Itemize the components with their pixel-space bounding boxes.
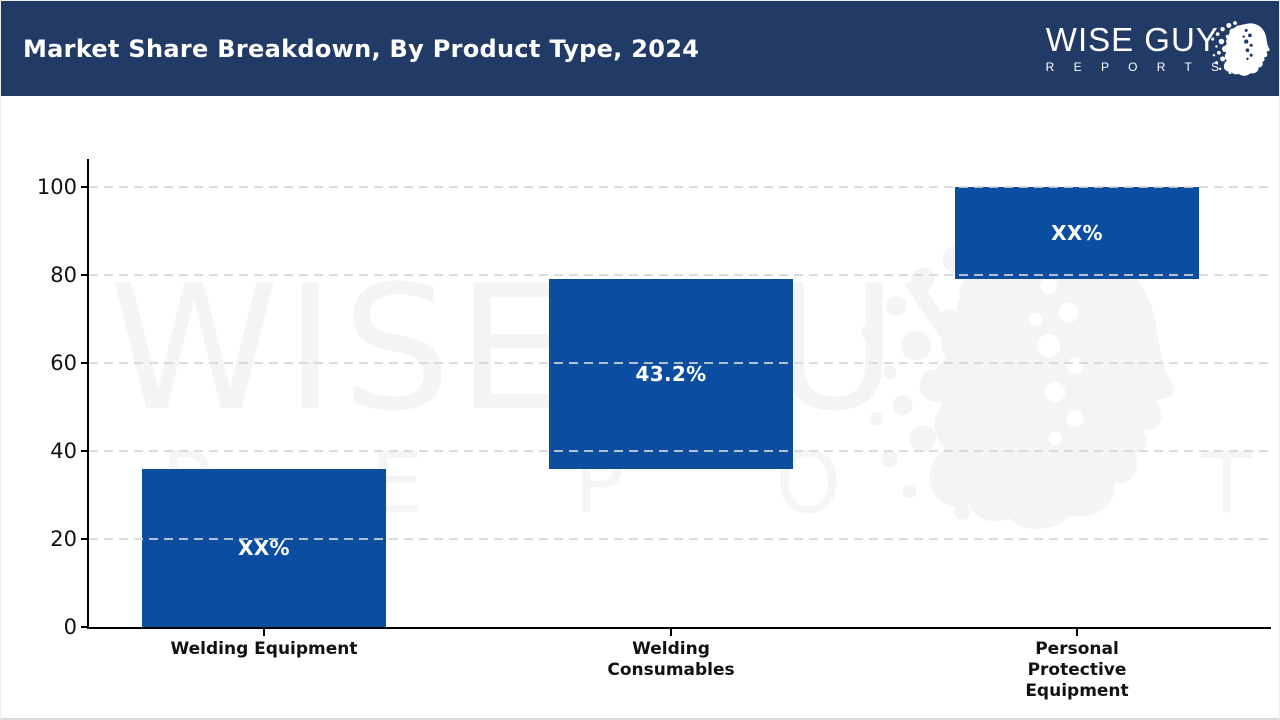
y-tick-mark <box>81 538 89 540</box>
page-title: Market Share Breakdown, By Product Type,… <box>23 34 700 63</box>
bar-segment: XX% <box>142 468 386 627</box>
bar-segment: 43.2% <box>549 278 793 469</box>
y-axis-line <box>87 159 89 629</box>
gridline <box>89 186 1271 188</box>
gridline <box>89 362 1271 364</box>
bar-value-label: XX% <box>1051 220 1103 245</box>
brand-logo: WISE GUY R E P O R T S <box>1038 1 1279 96</box>
watermark-face-icon <box>843 233 1188 538</box>
brand-subtitle: R E P O R T S <box>1045 60 1227 74</box>
y-tick-mark <box>81 274 89 276</box>
bar-value-label: 43.2% <box>635 361 707 386</box>
y-tick-label: 40 <box>50 439 77 463</box>
gridline <box>89 274 1271 276</box>
y-tick-mark <box>81 186 89 188</box>
x-category-label: Welding Equipment <box>170 639 358 659</box>
y-tick-label: 100 <box>36 175 77 199</box>
y-tick-mark <box>81 362 89 364</box>
x-tick-mark <box>1076 629 1078 636</box>
y-tick-label: 80 <box>50 263 77 287</box>
y-tick-label: 60 <box>50 351 77 375</box>
y-tick-label: 20 <box>50 527 77 551</box>
x-category-label: Welding Consumables <box>607 639 735 680</box>
header-bar: Market Share Breakdown, By Product Type,… <box>1 1 1279 96</box>
brand-logo-text: WISE GUY R E P O R T S <box>1038 23 1227 74</box>
bar-segment: XX% <box>955 187 1199 279</box>
brand-name: WISE GUY <box>1045 21 1219 58</box>
y-tick-mark <box>81 626 89 628</box>
gridline <box>89 538 1271 540</box>
x-tick-mark <box>263 629 265 636</box>
gridline <box>89 450 1271 452</box>
y-tick-label: 0 <box>63 615 77 639</box>
y-tick-mark <box>81 450 89 452</box>
x-category-label: Personal Protective Equipment <box>1025 639 1129 701</box>
x-tick-mark <box>670 629 672 636</box>
brand-face-icon <box>1209 6 1271 92</box>
x-axis-line <box>87 627 1271 629</box>
